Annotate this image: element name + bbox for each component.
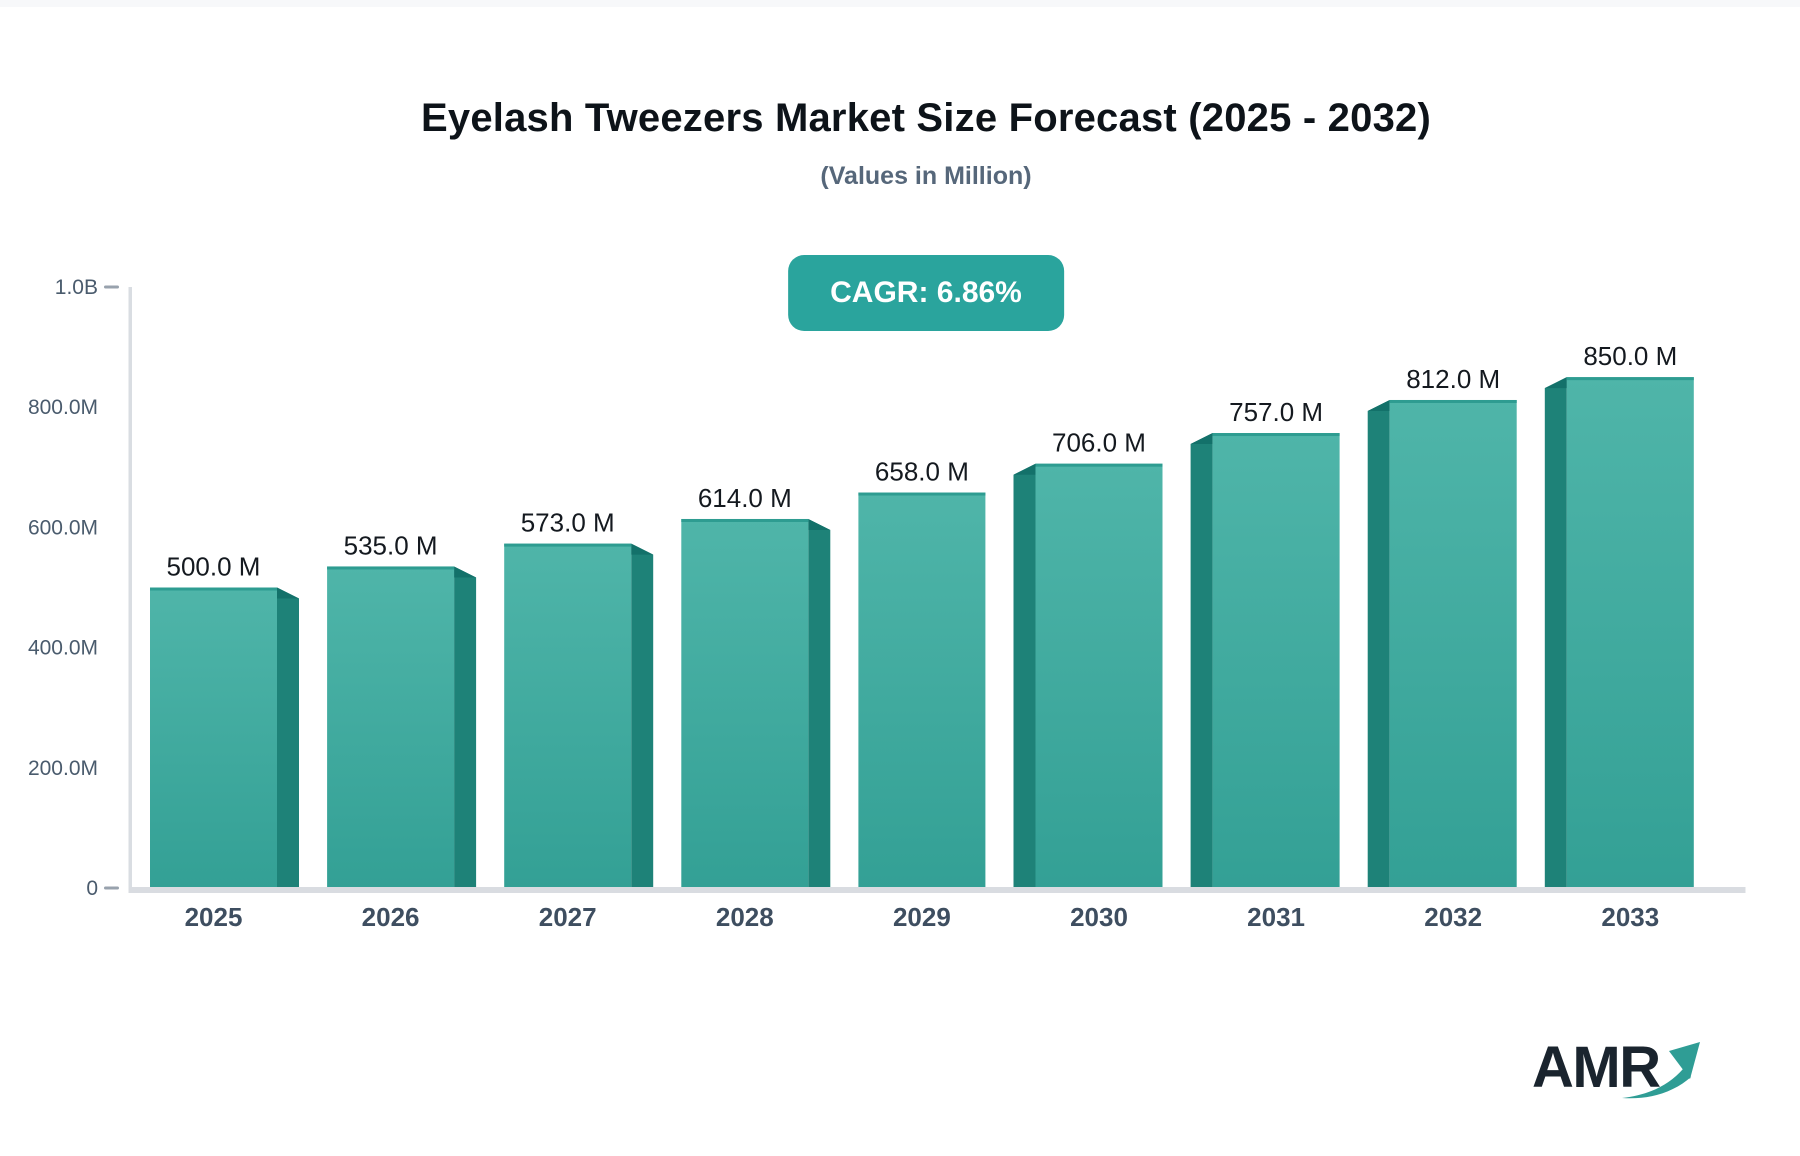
x-label-2028: 2028 <box>716 902 774 932</box>
bar-side-bevel <box>631 543 654 555</box>
bar-top-edge <box>1566 377 1694 381</box>
y-tick-mark-0 <box>104 886 119 890</box>
growth-arrow-icon <box>1622 1042 1700 1099</box>
x-label-2030: 2030 <box>1070 902 1128 932</box>
y-tick-label-1.0B: 1.0B <box>55 276 98 299</box>
y-tick-label-800.0M: 800.0M <box>28 396 98 419</box>
bar-side-bevel <box>1013 463 1036 475</box>
amr-logo: AMR <box>1532 1034 1732 1124</box>
bar-2027[interactable] <box>504 543 654 889</box>
bar-2031[interactable] <box>1190 433 1340 889</box>
bar-top-edge <box>1389 399 1517 403</box>
bar-top-edge <box>1212 433 1340 437</box>
bar-face[interactable] <box>681 518 809 889</box>
value-label-2029: 658.0 M <box>875 457 969 487</box>
bar-top-edge <box>858 492 986 496</box>
value-label-2032: 812.0 M <box>1406 364 1500 394</box>
bar-side <box>808 518 831 889</box>
bar-2025[interactable] <box>150 587 299 890</box>
bar-side <box>631 543 654 889</box>
value-label-2028: 614.0 M <box>698 483 792 513</box>
cagr-badge: CAGR: 6.86% <box>788 255 1064 331</box>
bar-face[interactable] <box>1389 399 1517 889</box>
bar-2033[interactable] <box>1544 377 1694 889</box>
x-label-2031: 2031 <box>1247 902 1305 932</box>
y-tick-label-600.0M: 600.0M <box>28 516 98 539</box>
bar-2030[interactable] <box>1013 463 1163 889</box>
bar-side <box>277 587 299 889</box>
bar-face[interactable] <box>1212 433 1340 889</box>
bar-face[interactable] <box>1566 377 1694 889</box>
value-label-2026: 535.0 M <box>344 530 438 560</box>
chart-subtitle: (Values in Million) <box>820 162 1032 190</box>
bar-side <box>1544 377 1567 889</box>
value-label-2027: 573.0 M <box>521 508 615 538</box>
x-axis-line <box>128 887 1746 893</box>
bar-2026[interactable] <box>327 566 477 889</box>
bar-side-bevel <box>454 566 477 578</box>
y-tick-label-0: 0 <box>86 877 98 900</box>
bar-2032[interactable] <box>1367 399 1517 889</box>
bar-2028[interactable] <box>681 518 831 889</box>
value-label-2025: 500.0 M <box>167 552 261 582</box>
x-label-2032: 2032 <box>1424 902 1482 932</box>
bar-face[interactable] <box>327 566 455 889</box>
bar-side <box>454 566 477 889</box>
amr-logo-text: AMR <box>1532 1035 1661 1100</box>
bar-top-edge <box>1035 463 1163 467</box>
x-label-2033: 2033 <box>1601 902 1659 932</box>
bar-top-edge <box>327 566 455 570</box>
bar-2029[interactable] <box>858 492 986 889</box>
bar-side-bevel <box>1544 377 1567 389</box>
bar-side <box>1013 463 1036 889</box>
x-label-2029: 2029 <box>893 902 951 932</box>
bar-side-bevel <box>1190 433 1213 445</box>
bar-side-bevel <box>277 587 299 599</box>
value-label-2033: 850.0 M <box>1583 341 1677 371</box>
x-label-2027: 2027 <box>539 902 597 932</box>
bar-top-edge <box>150 587 277 591</box>
bar-face[interactable] <box>1035 463 1163 889</box>
bar-top-edge <box>681 518 809 522</box>
bar-side-bevel <box>1367 399 1390 411</box>
y-axis-line <box>128 287 132 890</box>
bar-side <box>1367 399 1390 889</box>
bar-side <box>1190 433 1213 889</box>
value-label-2031: 757.0 M <box>1229 397 1323 427</box>
bar-face[interactable] <box>150 587 277 890</box>
bar-top-edge <box>504 543 632 547</box>
value-label-2030: 706.0 M <box>1052 428 1146 458</box>
bar-face[interactable] <box>858 492 986 889</box>
y-tick-label-200.0M: 200.0M <box>28 757 98 780</box>
chart-title: Eyelash Tweezers Market Size Forecast (2… <box>421 96 1431 140</box>
bar-side-bevel <box>808 518 831 530</box>
y-tick-label-400.0M: 400.0M <box>28 637 98 660</box>
bar-face[interactable] <box>504 543 632 889</box>
x-label-2025: 2025 <box>185 902 243 932</box>
y-tick-mark-1.0B <box>104 285 119 289</box>
x-label-2026: 2026 <box>362 902 420 932</box>
